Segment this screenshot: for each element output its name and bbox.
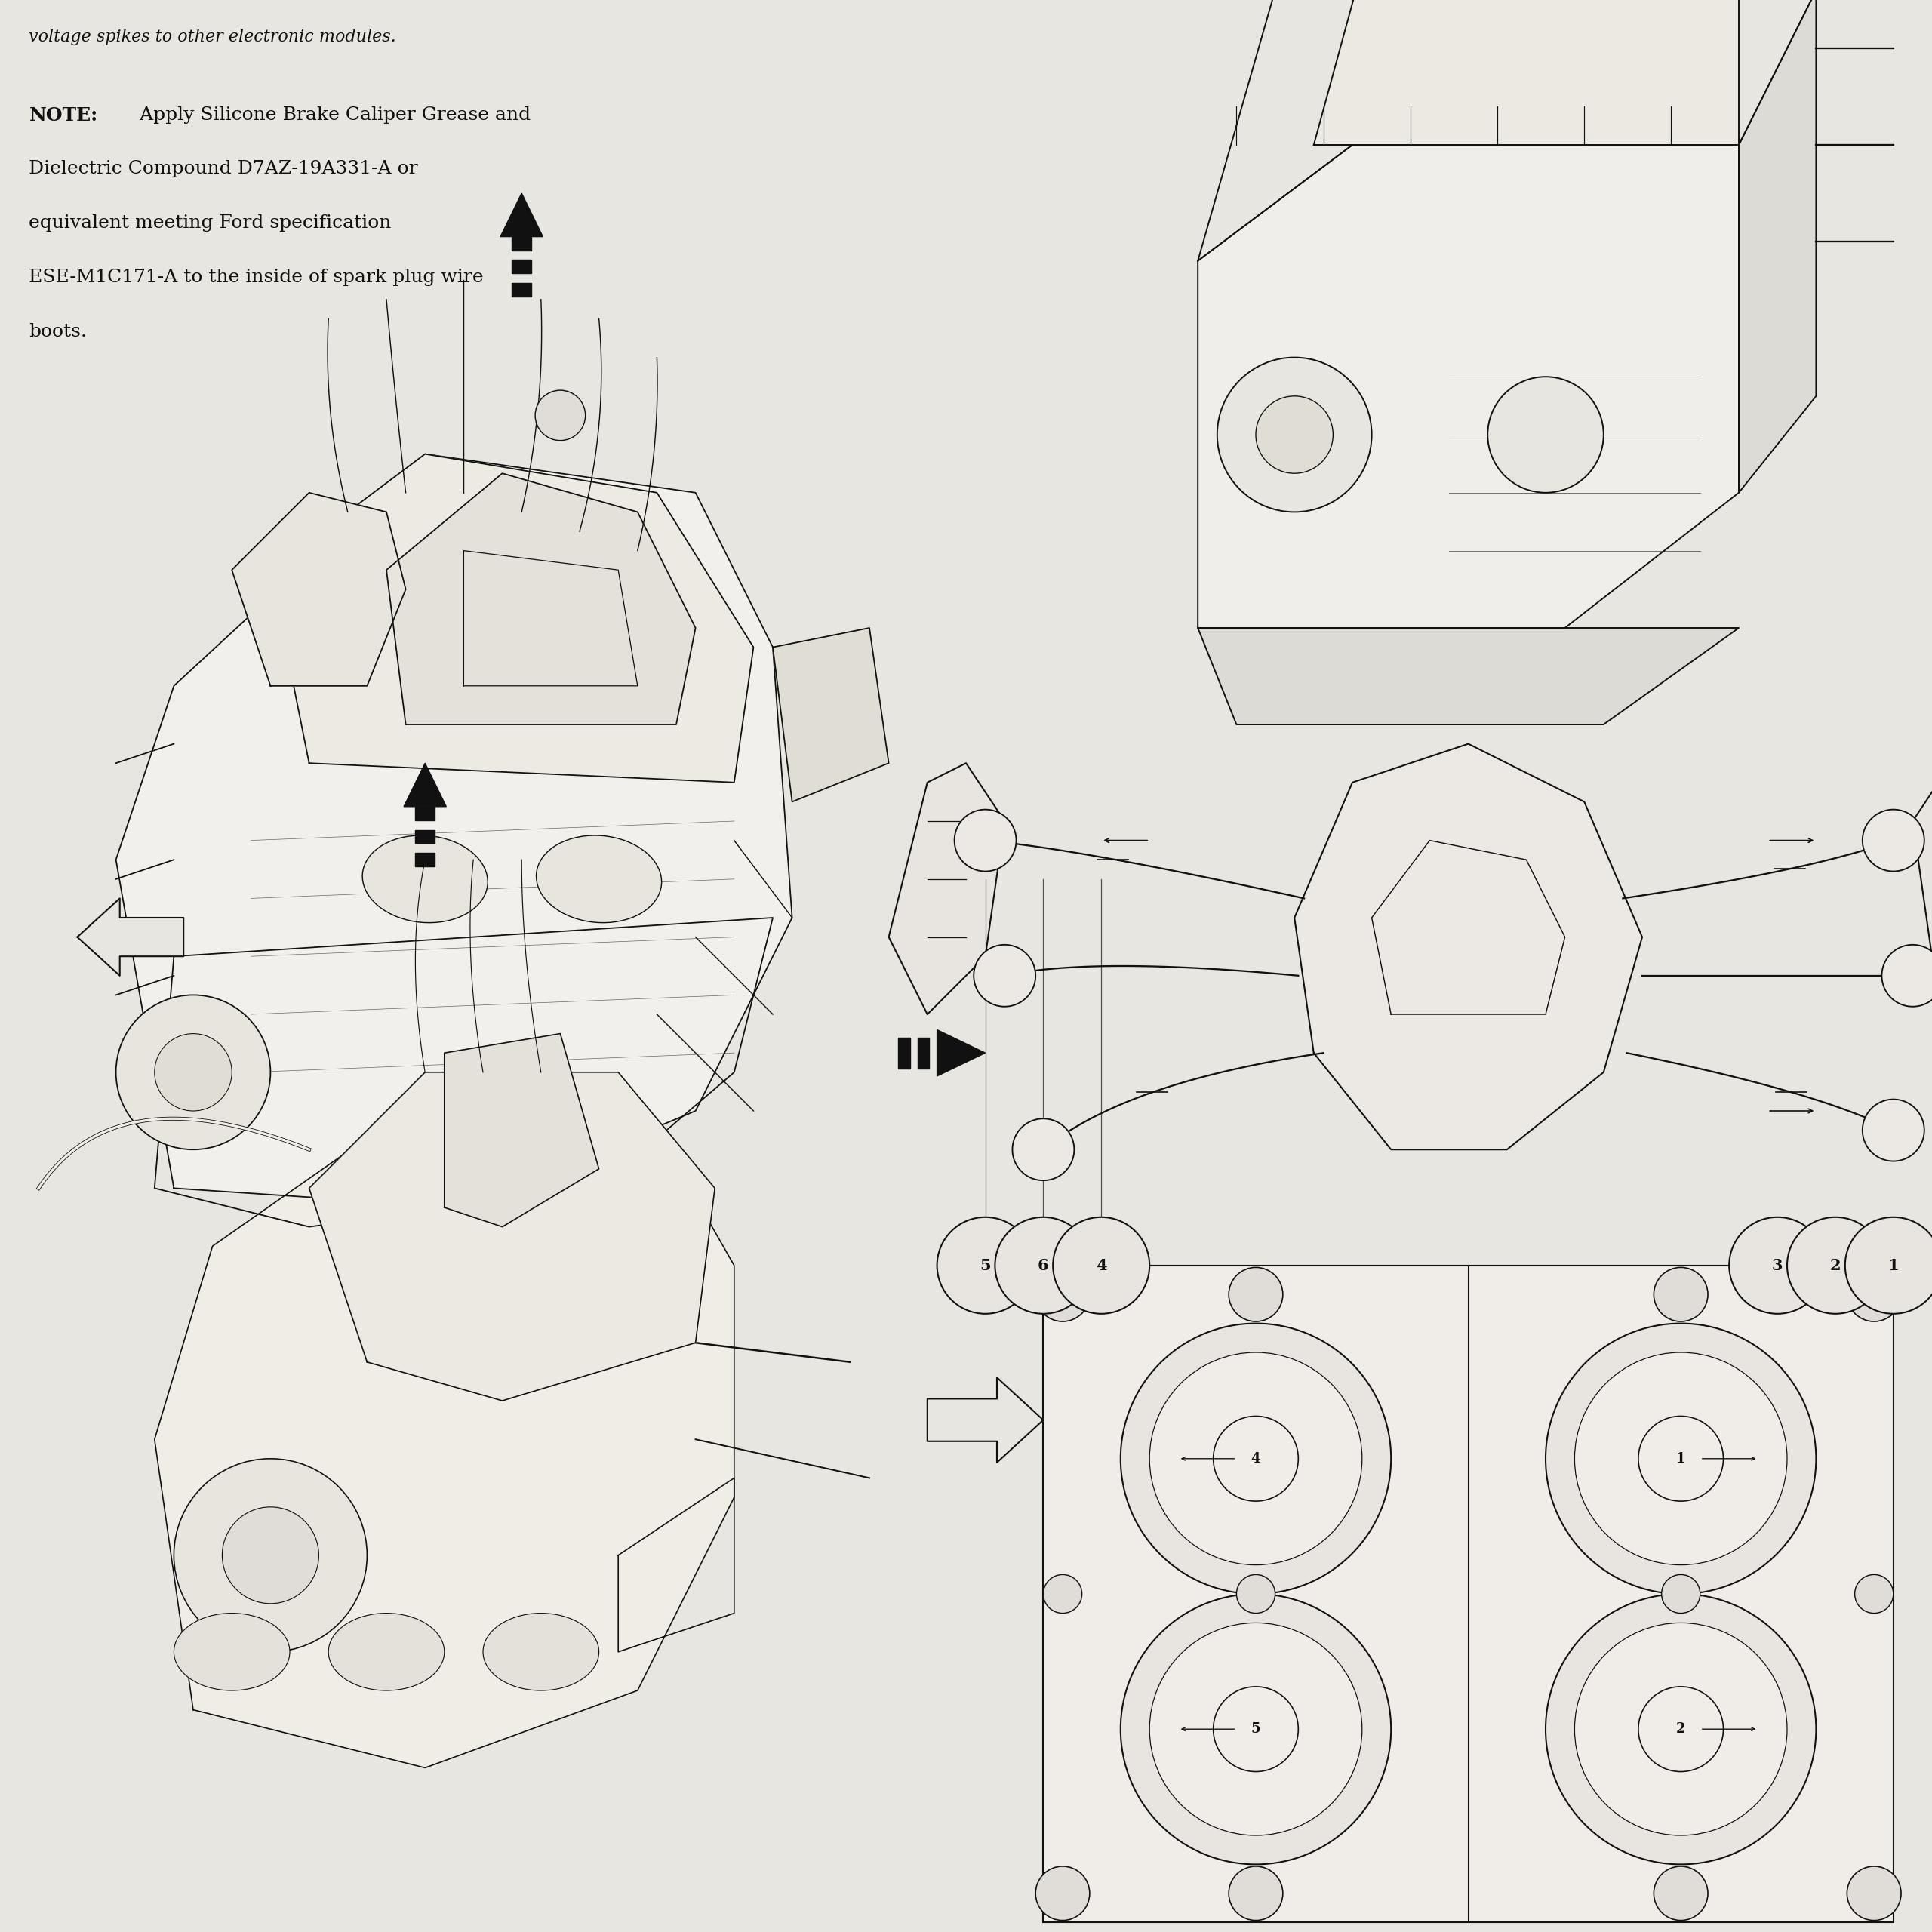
Circle shape [1229,1267,1283,1321]
Text: boots.: boots. [29,323,87,340]
Circle shape [116,995,270,1150]
Circle shape [1654,1866,1708,1920]
Polygon shape [500,193,543,238]
Polygon shape [415,854,435,867]
Text: equivalent meeting Ford specification: equivalent meeting Ford specification [29,214,392,232]
Circle shape [1217,357,1372,512]
Circle shape [1236,1575,1275,1613]
Circle shape [1845,1217,1932,1314]
Polygon shape [937,1030,985,1076]
Text: voltage spikes to other electronic modules.: voltage spikes to other electronic modul… [29,29,396,46]
Circle shape [1150,1352,1362,1565]
Polygon shape [918,1037,929,1068]
Text: NOTE:: NOTE: [29,106,99,124]
Circle shape [1053,1217,1150,1314]
Polygon shape [309,1072,715,1401]
Circle shape [1121,1323,1391,1594]
Text: 4: 4 [1095,1258,1107,1273]
Circle shape [1729,1217,1826,1314]
Polygon shape [512,238,531,251]
Circle shape [974,945,1036,1007]
Circle shape [1638,1416,1723,1501]
Circle shape [1638,1687,1723,1772]
Circle shape [1575,1352,1787,1565]
Polygon shape [1913,763,1932,1014]
Polygon shape [927,1378,1043,1463]
Text: ESE-M1C171-A to the inside of spark plug wire: ESE-M1C171-A to the inside of spark plug… [29,269,483,286]
Text: Dielectric Compound D7AZ-19A331-A or: Dielectric Compound D7AZ-19A331-A or [29,160,417,178]
Circle shape [1662,1575,1700,1613]
Circle shape [1847,1866,1901,1920]
Ellipse shape [330,1126,674,1327]
Polygon shape [155,1111,734,1768]
Circle shape [1787,1217,1884,1314]
Text: Apply Silicone Brake Caliper Grease and: Apply Silicone Brake Caliper Grease and [133,106,531,124]
Circle shape [1036,1866,1090,1920]
Polygon shape [116,454,792,1208]
Circle shape [1043,1575,1082,1613]
Circle shape [1575,1623,1787,1835]
Text: 1: 1 [1677,1451,1685,1466]
Circle shape [222,1507,319,1604]
Text: 6: 6 [1037,1258,1049,1273]
Circle shape [535,390,585,440]
Circle shape [155,1034,232,1111]
Circle shape [1213,1687,1298,1772]
Circle shape [1121,1594,1391,1864]
Circle shape [1213,1416,1298,1501]
Circle shape [1882,945,1932,1007]
Text: 3: 3 [1772,1258,1783,1273]
Polygon shape [1739,0,1816,493]
Circle shape [1256,396,1333,473]
Circle shape [1488,377,1604,493]
Text: 1: 1 [1888,1258,1899,1273]
Polygon shape [1198,145,1739,628]
Circle shape [1855,1575,1893,1613]
Circle shape [1862,1099,1924,1161]
Polygon shape [77,898,184,976]
Ellipse shape [537,835,661,923]
Polygon shape [889,763,1005,1014]
Text: 2: 2 [1830,1258,1841,1273]
Circle shape [1036,1267,1090,1321]
Polygon shape [512,284,531,298]
Polygon shape [512,261,531,274]
Circle shape [1546,1323,1816,1594]
Text: 4: 4 [1252,1451,1260,1466]
Circle shape [1229,1866,1283,1920]
Circle shape [937,1217,1034,1314]
Polygon shape [415,831,435,844]
Polygon shape [444,1034,599,1227]
Polygon shape [270,454,753,782]
Ellipse shape [174,1613,290,1690]
Polygon shape [404,763,446,808]
Circle shape [954,810,1016,871]
Polygon shape [232,493,406,686]
Ellipse shape [328,1613,444,1690]
Text: 2: 2 [1677,1721,1685,1737]
Polygon shape [1294,744,1642,1150]
Polygon shape [773,628,889,802]
Circle shape [1546,1594,1816,1864]
Circle shape [174,1459,367,1652]
Circle shape [1847,1267,1901,1321]
Circle shape [1862,810,1924,871]
Circle shape [995,1217,1092,1314]
Polygon shape [1198,628,1739,724]
Text: 5: 5 [1252,1721,1260,1737]
Bar [1043,1265,1893,1922]
Text: 5: 5 [980,1258,991,1273]
Polygon shape [415,808,435,821]
Polygon shape [898,1037,910,1068]
Circle shape [1654,1267,1708,1321]
Ellipse shape [483,1613,599,1690]
Circle shape [1012,1119,1074,1180]
Circle shape [1150,1623,1362,1835]
Polygon shape [386,473,696,724]
Polygon shape [1314,0,1739,145]
Polygon shape [1198,0,1816,261]
Ellipse shape [363,835,487,923]
